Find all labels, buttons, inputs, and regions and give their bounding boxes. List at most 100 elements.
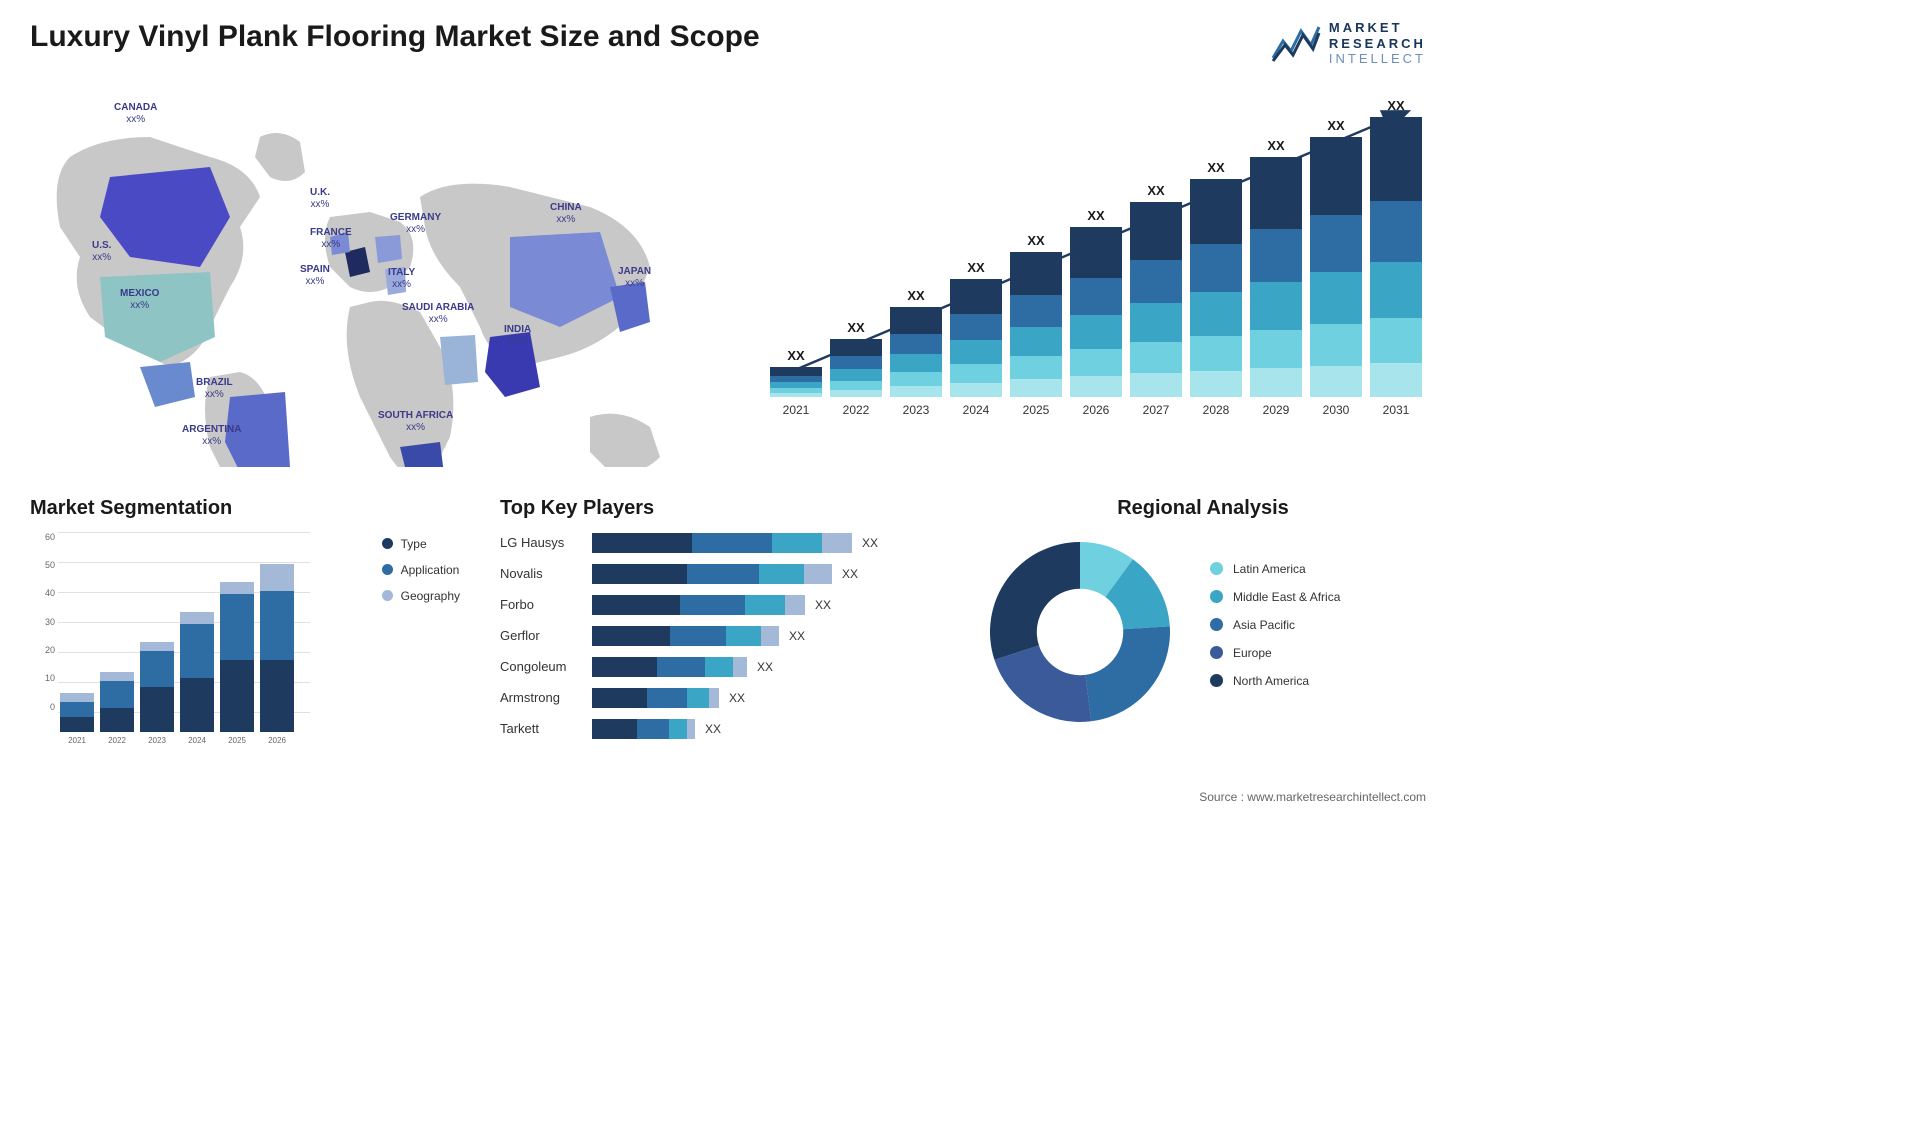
growth-year-label: 2023 (890, 403, 942, 417)
map-label: MEXICOxx% (120, 288, 159, 312)
regional-title: Regional Analysis (980, 497, 1426, 520)
key-player-bar (592, 719, 695, 739)
key-players-title: Top Key Players (500, 497, 950, 520)
regional-legend-label: Middle East & Africa (1233, 590, 1340, 604)
growth-bar: XX (1010, 233, 1062, 397)
donut-slice (994, 645, 1091, 722)
growth-bar: XX (950, 260, 1002, 397)
growth-year-label: 2027 (1130, 403, 1182, 417)
key-player-row: GerflorXX (500, 625, 950, 647)
logo-line1: MARKET (1329, 20, 1426, 36)
donut-slice (990, 542, 1080, 660)
growth-bar: XX (1070, 208, 1122, 397)
map-label: BRAZILxx% (196, 377, 233, 401)
map-label: ARGENTINAxx% (182, 424, 241, 448)
growth-bar-value: XX (1207, 160, 1224, 175)
key-player-row: NovalisXX (500, 563, 950, 585)
key-player-row: Tarkett XX (500, 718, 950, 740)
growth-bar-value: XX (1087, 208, 1104, 223)
map-label: GERMANYxx% (390, 212, 441, 236)
logo-line2: RESEARCH (1329, 36, 1426, 52)
map-label: SPAINxx% (300, 264, 330, 288)
map-label: ITALYxx% (388, 267, 415, 291)
key-player-row: LG Hausys XX (500, 532, 950, 554)
regional-legend-label: Latin America (1233, 562, 1306, 576)
growth-bar: XX (1310, 118, 1362, 397)
segmentation-bar (260, 552, 294, 732)
seg-year-label: 2023 (140, 736, 174, 745)
growth-bar-value: XX (1027, 233, 1044, 248)
seg-legend-label: Application (401, 563, 460, 577)
growth-bar: XX (1130, 183, 1182, 397)
growth-bar: XX (890, 288, 942, 397)
segmentation-section: Market Segmentation 6050403020100 202120… (30, 497, 470, 749)
growth-bar-value: XX (1327, 118, 1344, 133)
regional-legend-item: Latin America (1210, 562, 1340, 576)
segmentation-bar (180, 552, 214, 732)
legend-dot-icon (1210, 674, 1223, 687)
regional-legend-label: Asia Pacific (1233, 618, 1295, 632)
seg-ytick: 0 (30, 702, 55, 712)
growth-year-label: 2030 (1310, 403, 1362, 417)
key-player-row: ForboXX (500, 594, 950, 616)
map-label: SAUDI ARABIAxx% (402, 302, 474, 326)
legend-dot-icon (1210, 590, 1223, 603)
growth-bar-value: XX (1387, 98, 1404, 113)
map-label: SOUTH AFRICAxx% (378, 410, 453, 434)
regional-legend: Latin America Middle East & Africa Asia Pa… (1210, 562, 1340, 702)
growth-chart: XXXXXXXXXXXXXXXXXXXXXX 20212022202320242… (770, 87, 1426, 447)
regional-section: Regional Analysis Latin America Middle Ea… (980, 497, 1426, 749)
map-label: U.S.xx% (92, 240, 111, 264)
regional-legend-item: Europe (1210, 646, 1340, 660)
key-player-bar (592, 564, 832, 584)
growth-bar-value: XX (907, 288, 924, 303)
key-player-name: Tarkett (500, 721, 592, 736)
source-text: Source : www.marketresearchintellect.com (1199, 790, 1426, 804)
key-player-name: Congoleum (500, 659, 592, 674)
growth-bar-value: XX (787, 348, 804, 363)
key-player-name: Gerflor (500, 628, 592, 643)
regional-donut-chart (980, 532, 1180, 732)
segmentation-bar (100, 552, 134, 732)
growth-bar: XX (770, 348, 822, 397)
regional-legend-item: Asia Pacific (1210, 618, 1340, 632)
map-label: CHINAxx% (550, 202, 582, 226)
map-label: INDIAxx% (504, 324, 531, 348)
key-player-value: XX (729, 691, 745, 705)
segmentation-legend: TypeApplicationGeography (382, 537, 460, 615)
key-player-value: XX (757, 660, 773, 674)
seg-legend-item: Application (382, 563, 460, 577)
legend-dot-icon (382, 538, 393, 549)
segmentation-title: Market Segmentation (30, 497, 470, 520)
segmentation-bar (140, 552, 174, 732)
regional-legend-label: North America (1233, 674, 1309, 688)
page-title: Luxury Vinyl Plank Flooring Market Size … (30, 20, 760, 54)
key-player-bar (592, 595, 805, 615)
key-player-name: LG Hausys (500, 535, 592, 550)
seg-year-label: 2024 (180, 736, 214, 745)
seg-legend-item: Geography (382, 589, 460, 603)
key-player-row: Armstrong XX (500, 687, 950, 709)
logo-icon (1271, 23, 1321, 63)
growth-bar-value: XX (967, 260, 984, 275)
growth-bar: XX (1250, 138, 1302, 397)
growth-year-label: 2026 (1070, 403, 1122, 417)
legend-dot-icon (1210, 646, 1223, 659)
segmentation-bar (220, 552, 254, 732)
legend-dot-icon (382, 590, 393, 601)
key-player-value: XX (842, 567, 858, 581)
key-player-value: XX (862, 536, 878, 550)
growth-bar-value: XX (847, 320, 864, 335)
key-player-name: Armstrong (500, 690, 592, 705)
map-label: JAPANxx% (618, 266, 651, 290)
segmentation-bar (60, 552, 94, 732)
growth-bar: XX (830, 320, 882, 397)
key-player-bar (592, 626, 779, 646)
key-player-name: Forbo (500, 597, 592, 612)
key-player-bar (592, 688, 719, 708)
brand-logo: MARKET RESEARCH INTELLECT (1271, 20, 1426, 67)
seg-legend-label: Geography (401, 589, 460, 603)
growth-year-label: 2031 (1370, 403, 1422, 417)
key-player-bar (592, 533, 852, 553)
key-player-value: XX (705, 722, 721, 736)
